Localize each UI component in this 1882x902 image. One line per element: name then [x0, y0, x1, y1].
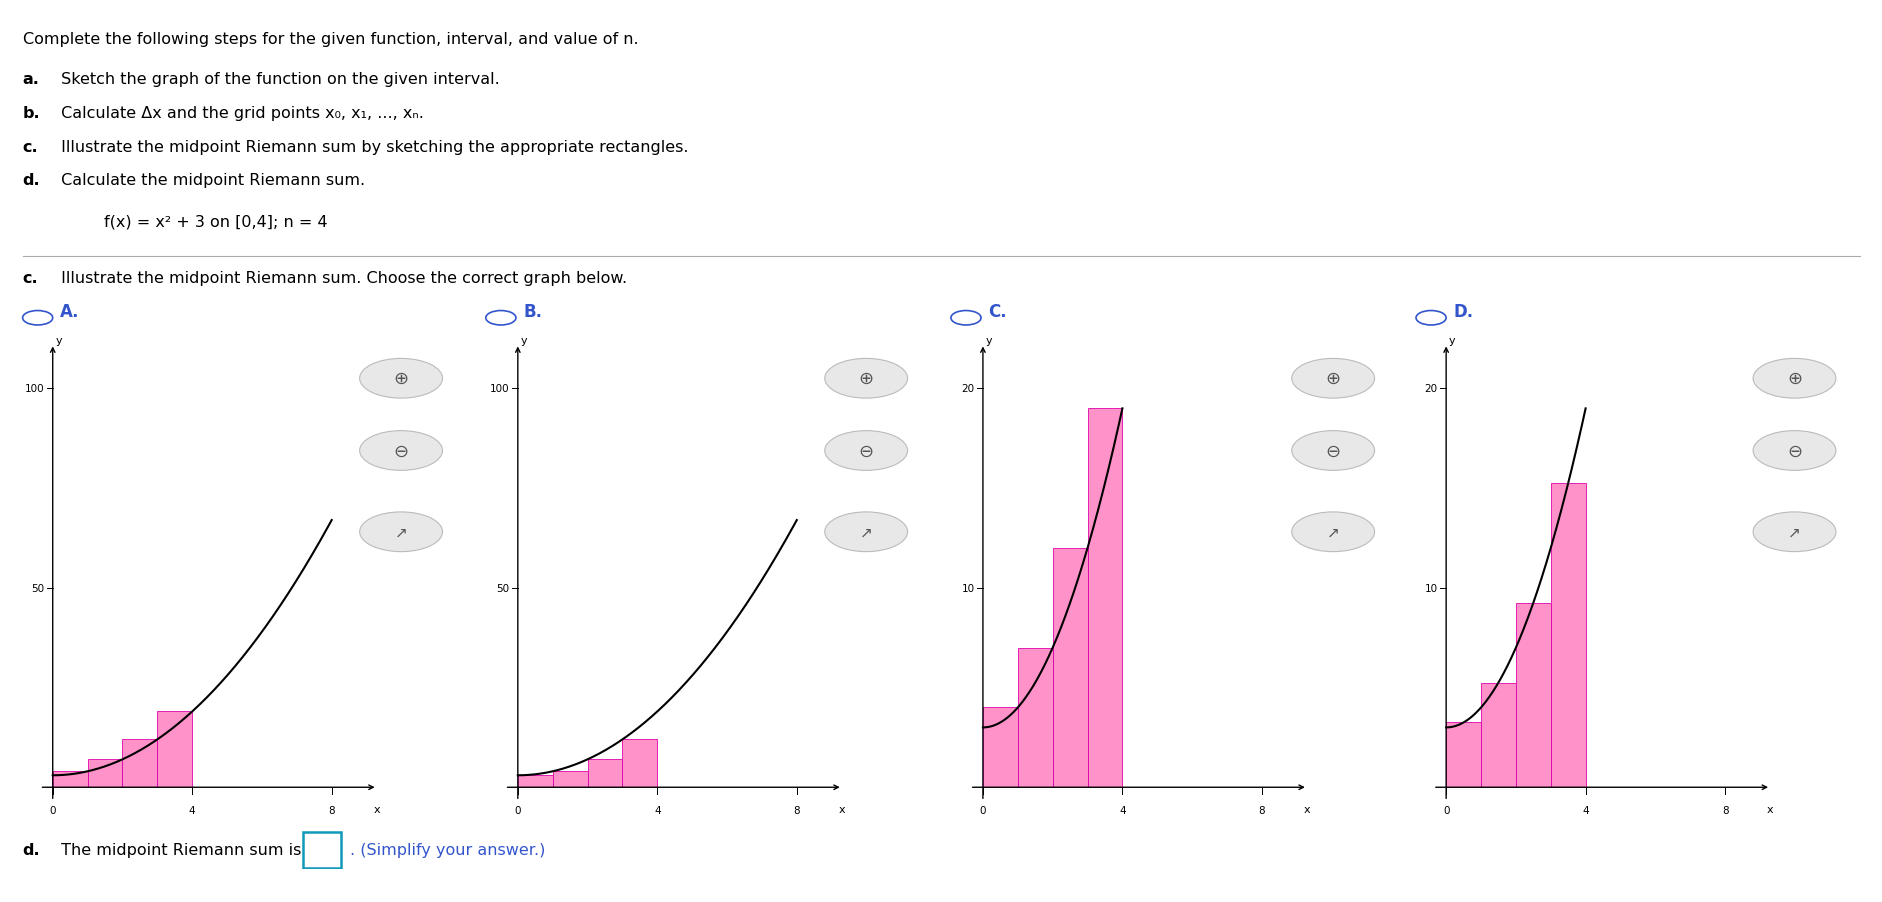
Text: x: x — [1302, 805, 1310, 815]
Text: Complete the following steps for the given function, interval, and value of n.: Complete the following steps for the giv… — [23, 32, 638, 47]
Text: 0: 0 — [514, 805, 521, 815]
Text: ⊕: ⊕ — [393, 370, 408, 388]
Bar — [623, 740, 657, 787]
Text: 20: 20 — [1425, 384, 1438, 394]
Text: ⊕: ⊕ — [1786, 370, 1801, 388]
Text: ↗: ↗ — [860, 525, 871, 539]
Bar — [1018, 648, 1052, 787]
Text: 100: 100 — [24, 384, 43, 394]
Bar — [88, 759, 122, 787]
Bar — [587, 759, 623, 787]
Text: Illustrate the midpoint Riemann sum. Choose the correct graph below.: Illustrate the midpoint Riemann sum. Cho… — [56, 271, 627, 286]
Text: ⊖: ⊖ — [858, 442, 873, 460]
Text: 4: 4 — [1581, 805, 1588, 815]
Text: 10: 10 — [1425, 584, 1438, 594]
Text: 50: 50 — [497, 584, 508, 594]
Text: 50: 50 — [32, 584, 43, 594]
Text: ↗: ↗ — [1788, 525, 1799, 539]
Text: 10: 10 — [962, 584, 975, 594]
Text: y: y — [56, 336, 62, 346]
Text: ⊖: ⊖ — [1786, 442, 1801, 460]
Text: f(x) = x² + 3 on [0,4]; n = 4: f(x) = x² + 3 on [0,4]; n = 4 — [104, 214, 327, 229]
Bar — [122, 740, 158, 787]
Text: 100: 100 — [489, 384, 508, 394]
Text: B.: B. — [523, 302, 542, 320]
Text: x: x — [373, 805, 380, 815]
Text: 4: 4 — [188, 805, 196, 815]
Text: 8: 8 — [1257, 805, 1265, 815]
Text: x: x — [837, 805, 845, 815]
Text: ⊕: ⊕ — [1325, 370, 1340, 388]
Bar — [1445, 723, 1481, 787]
Bar — [158, 712, 192, 787]
Bar — [53, 771, 88, 787]
Text: ↗: ↗ — [1327, 525, 1338, 539]
Text: 0: 0 — [1442, 805, 1449, 815]
Text: 8: 8 — [327, 805, 335, 815]
Bar — [1088, 409, 1122, 787]
Text: 4: 4 — [653, 805, 661, 815]
Text: C.: C. — [988, 302, 1007, 320]
Bar — [1551, 483, 1585, 787]
FancyBboxPatch shape — [303, 832, 341, 868]
Text: Calculate the midpoint Riemann sum.: Calculate the midpoint Riemann sum. — [56, 173, 365, 189]
Text: ↗: ↗ — [395, 525, 407, 539]
Bar — [553, 771, 587, 787]
Text: 4: 4 — [1118, 805, 1125, 815]
Text: y: y — [519, 336, 527, 346]
Text: 20: 20 — [962, 384, 975, 394]
Text: ⊕: ⊕ — [858, 370, 873, 388]
Text: . (Simplify your answer.): . (Simplify your answer.) — [350, 842, 546, 857]
Bar — [1481, 683, 1515, 787]
Text: d.: d. — [23, 842, 40, 857]
Text: x: x — [1765, 805, 1773, 815]
Text: ⊖: ⊖ — [1325, 442, 1340, 460]
Bar — [982, 708, 1018, 787]
Text: Illustrate the midpoint Riemann sum by sketching the appropriate rectangles.: Illustrate the midpoint Riemann sum by s… — [56, 140, 689, 155]
Text: 0: 0 — [49, 805, 56, 815]
Text: c.: c. — [23, 271, 38, 286]
Text: The midpoint Riemann sum is: The midpoint Riemann sum is — [56, 842, 301, 857]
Text: 8: 8 — [1720, 805, 1728, 815]
Text: d.: d. — [23, 173, 40, 189]
Text: c.: c. — [23, 140, 38, 155]
Text: a.: a. — [23, 72, 40, 87]
Text: D.: D. — [1453, 302, 1474, 320]
Text: Calculate Δx and the grid points x₀, x₁, ..., xₙ.: Calculate Δx and the grid points x₀, x₁,… — [56, 106, 423, 121]
Text: A.: A. — [60, 302, 79, 320]
Bar — [1515, 603, 1551, 787]
Text: 8: 8 — [792, 805, 800, 815]
Text: ⊖: ⊖ — [393, 442, 408, 460]
Text: y: y — [986, 336, 992, 346]
Bar — [518, 776, 553, 787]
Text: b.: b. — [23, 106, 40, 121]
Text: y: y — [1449, 336, 1455, 346]
Bar — [1052, 548, 1088, 787]
Text: 0: 0 — [979, 805, 986, 815]
Text: Sketch the graph of the function on the given interval.: Sketch the graph of the function on the … — [56, 72, 501, 87]
